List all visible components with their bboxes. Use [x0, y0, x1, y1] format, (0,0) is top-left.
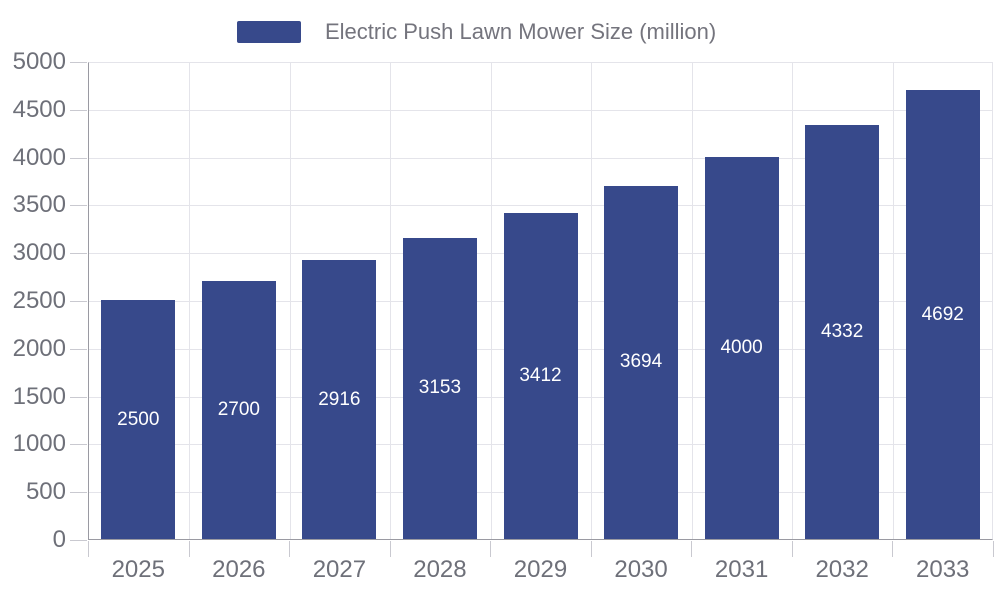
y-grid-line — [89, 109, 992, 111]
v-grid-line — [591, 63, 593, 539]
x-axis-label: 2029 — [513, 556, 568, 583]
v-grid-line — [390, 63, 392, 539]
plot-area: 2500 2700 2916 3153 3412 3694 4000 4332 4692 — [88, 62, 993, 540]
x-axis-label: 2028 — [413, 556, 467, 583]
bar-value-label: 2500 — [117, 408, 160, 430]
y-tick-label: 2000 — [12, 334, 66, 362]
y-tick-mark — [70, 109, 87, 111]
y-tick-label: 3000 — [12, 239, 66, 267]
y-tick-mark — [70, 253, 87, 255]
y-tick-mark — [70, 157, 87, 159]
x-tick-mark — [590, 541, 592, 557]
bar-value-label: 2916 — [318, 388, 361, 410]
v-grid-line — [289, 63, 291, 539]
y-tick-label: 0 — [52, 526, 66, 553]
bar-value-label: 3694 — [619, 351, 663, 373]
bar[interactable]: 3694 — [604, 185, 679, 539]
x-axis-label: 2032 — [815, 556, 869, 583]
bar[interactable]: 2916 — [302, 260, 377, 539]
x-tick-mark — [389, 541, 391, 557]
v-grid-line — [189, 63, 191, 539]
bar-value-label: 4000 — [720, 336, 763, 358]
v-grid-line — [490, 63, 492, 539]
x-axis-label: 2030 — [614, 556, 668, 583]
x-axis-label: 2027 — [312, 556, 367, 583]
bar-value-label: 4692 — [921, 303, 964, 325]
x-tick-mark — [88, 541, 89, 557]
bar[interactable]: 3153 — [402, 237, 477, 539]
bar[interactable]: 3412 — [503, 212, 578, 539]
x-tick-mark — [490, 541, 492, 557]
bar[interactable]: 4332 — [805, 124, 880, 539]
y-tick-label: 1500 — [12, 382, 66, 410]
y-tick-label: 4500 — [12, 95, 66, 123]
bar-value-label: 2700 — [217, 398, 260, 420]
y-tick-label: 2500 — [12, 287, 66, 314]
x-axis-label: 2025 — [111, 556, 165, 583]
y-tick-label: 4000 — [12, 143, 66, 171]
y-tick-mark — [70, 205, 87, 207]
bar[interactable]: 2700 — [201, 280, 276, 539]
y-tick-mark — [70, 540, 87, 541]
y-grid-line — [89, 157, 992, 159]
v-grid-line — [691, 63, 693, 539]
y-tick-label: 5000 — [12, 48, 66, 75]
legend-label: Electric Push Lawn Mower Size (million) — [325, 19, 717, 44]
y-tick-mark — [70, 62, 87, 63]
v-grid-line — [792, 63, 794, 539]
bar-value-label: 4332 — [821, 320, 864, 342]
y-grid-line — [89, 205, 992, 207]
x-axis-label: 2026 — [212, 556, 266, 583]
y-tick-mark — [70, 492, 87, 494]
x-axis-label: 2031 — [714, 556, 769, 583]
legend-item[interactable]: Electric Push Lawn Mower Size (million) — [237, 19, 716, 45]
bar-value-label: 3412 — [519, 364, 562, 386]
bar-value-label: 3153 — [418, 377, 462, 399]
x-tick-mark — [188, 541, 190, 557]
x-tick-mark — [791, 541, 793, 557]
y-tick-label: 1000 — [12, 430, 66, 458]
v-grid-line — [892, 63, 894, 539]
y-tick-mark — [70, 348, 87, 350]
y-tick-mark — [70, 444, 87, 446]
y-tick-mark — [70, 396, 87, 398]
x-tick-mark — [892, 541, 894, 557]
bar[interactable]: 2500 — [101, 300, 176, 539]
legend-swatch — [237, 21, 301, 43]
y-tick-mark — [70, 301, 87, 302]
x-tick-mark — [993, 541, 994, 557]
x-tick-mark — [691, 541, 693, 557]
x-tick-mark — [289, 541, 291, 557]
y-tick-label: 500 — [25, 478, 66, 506]
y-tick-label: 3500 — [12, 191, 66, 219]
bar[interactable]: 4000 — [704, 156, 779, 539]
bar[interactable]: 4692 — [905, 90, 980, 539]
x-axis-label: 2033 — [916, 556, 970, 583]
